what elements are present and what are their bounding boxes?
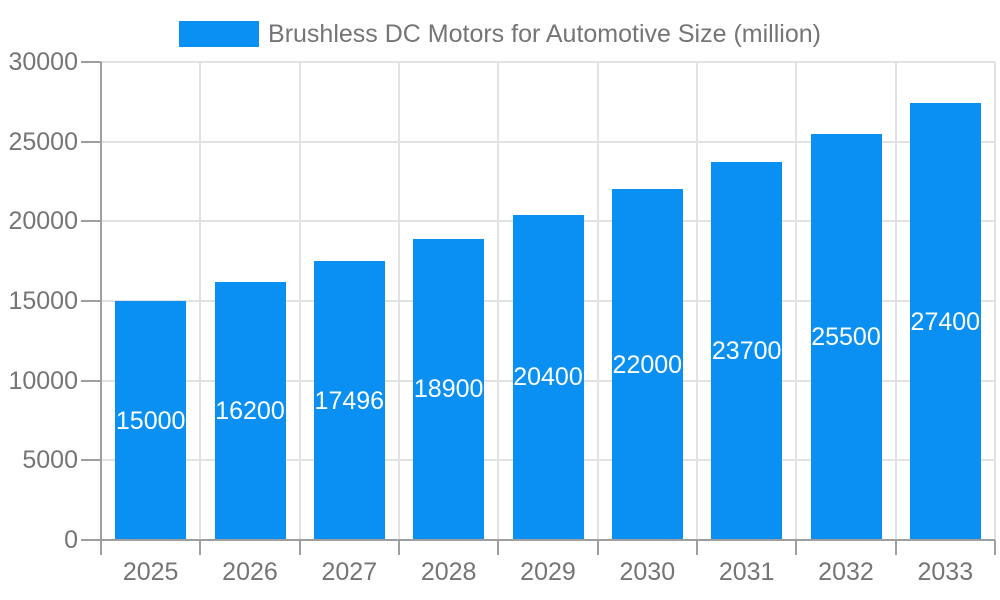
x-tick-label: 2031 [718, 558, 775, 586]
x-gridline [497, 62, 500, 540]
bar [711, 162, 783, 540]
bar-value-label: 17496 [314, 386, 385, 415]
bar-value-label: 23700 [711, 337, 782, 366]
y-tick-label: 20000 [8, 207, 78, 236]
x-gridline [894, 62, 897, 540]
y-tick-label: 25000 [8, 127, 78, 156]
bar [909, 103, 981, 540]
y-axis-tick [81, 61, 101, 63]
bar [810, 133, 882, 540]
bar [512, 214, 584, 540]
y-tick-label: 15000 [8, 287, 78, 315]
bar-value-label: 16200 [215, 396, 285, 425]
y-axis-tick [81, 300, 101, 302]
x-axis-tick [795, 540, 798, 555]
y-tick-label: 10000 [8, 366, 78, 395]
y-axis-tick [81, 459, 101, 462]
x-tick-label: 2032 [818, 558, 874, 586]
x-tick-label: 2030 [619, 558, 676, 586]
bar-value-label: 25500 [811, 322, 881, 351]
x-axis-tick [298, 540, 301, 555]
bar-value-label: 20400 [513, 363, 583, 392]
x-axis-tick [199, 540, 202, 555]
x-tick-label: 2029 [520, 558, 576, 586]
x-gridline [696, 62, 698, 540]
chart-legend: Brushless DC Motors for Automotive Size … [0, 17, 1000, 51]
x-axis-tick [696, 540, 698, 555]
bar-value-label: 15000 [115, 406, 186, 435]
y-tick-label: 5000 [22, 446, 78, 475]
bar-value-label: 22000 [612, 350, 683, 379]
x-axis-tick [994, 540, 996, 555]
x-gridline [398, 62, 400, 540]
x-axis-tick [497, 540, 500, 555]
x-tick-label: 2033 [917, 558, 974, 586]
y-axis-tick [81, 140, 101, 143]
x-axis-tick [596, 540, 599, 555]
y-gridline [101, 140, 995, 143]
y-gridline [101, 61, 995, 63]
x-tick-label: 2027 [321, 558, 378, 586]
x-gridline [298, 62, 301, 540]
x-axis-line [101, 539, 995, 541]
bar [214, 281, 286, 540]
bar [611, 189, 683, 540]
y-axis-line [100, 62, 102, 555]
y-tick-label: 0 [64, 526, 78, 554]
x-tick-label: 2028 [420, 558, 477, 586]
bar [413, 238, 485, 540]
legend-swatch [179, 21, 260, 47]
y-axis-tick [81, 379, 101, 382]
bar-value-label: 18900 [413, 375, 484, 404]
x-gridline [199, 62, 202, 540]
x-axis-tick [894, 540, 897, 555]
x-gridline [596, 62, 599, 540]
legend-label: Brushless DC Motors for Automotive Size … [268, 20, 821, 48]
bar [115, 301, 187, 540]
bar [313, 261, 385, 540]
y-tick-label: 30000 [8, 48, 78, 76]
x-tick-label: 2025 [122, 558, 179, 586]
bar-value-label: 27400 [910, 307, 981, 336]
x-gridline [795, 62, 798, 540]
x-gridline [994, 62, 996, 540]
y-axis-tick [81, 539, 101, 541]
y-axis-tick [81, 220, 101, 223]
x-axis-tick [398, 540, 400, 555]
x-tick-label: 2026 [222, 558, 278, 586]
